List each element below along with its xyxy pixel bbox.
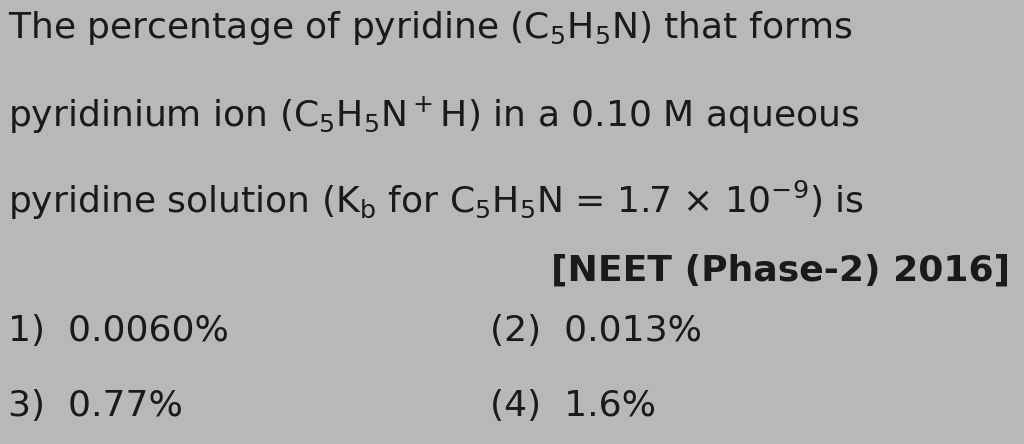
Text: pyridinium ion ($\mathregular{C_5H_5N^+H}$) in a 0.10 M aqueous: pyridinium ion ($\mathregular{C_5H_5N^+H…	[8, 94, 859, 135]
Text: The percentage of pyridine ($\mathregular{C_5H_5N}$) that forms: The percentage of pyridine ($\mathregula…	[8, 9, 853, 47]
Text: 1)  0.0060%: 1) 0.0060%	[8, 314, 229, 348]
Text: (2)  0.013%: (2) 0.013%	[490, 314, 702, 348]
Text: 3)  0.77%: 3) 0.77%	[8, 389, 183, 423]
Text: [NEET (Phase-2) 2016]: [NEET (Phase-2) 2016]	[551, 254, 1010, 288]
Text: pyridine solution ($\mathregular{K_b}$ for $\mathregular{C_5H_5N}$ = 1.7 × 10$^{: pyridine solution ($\mathregular{K_b}$ f…	[8, 179, 864, 222]
Text: (4)  1.6%: (4) 1.6%	[490, 389, 656, 423]
